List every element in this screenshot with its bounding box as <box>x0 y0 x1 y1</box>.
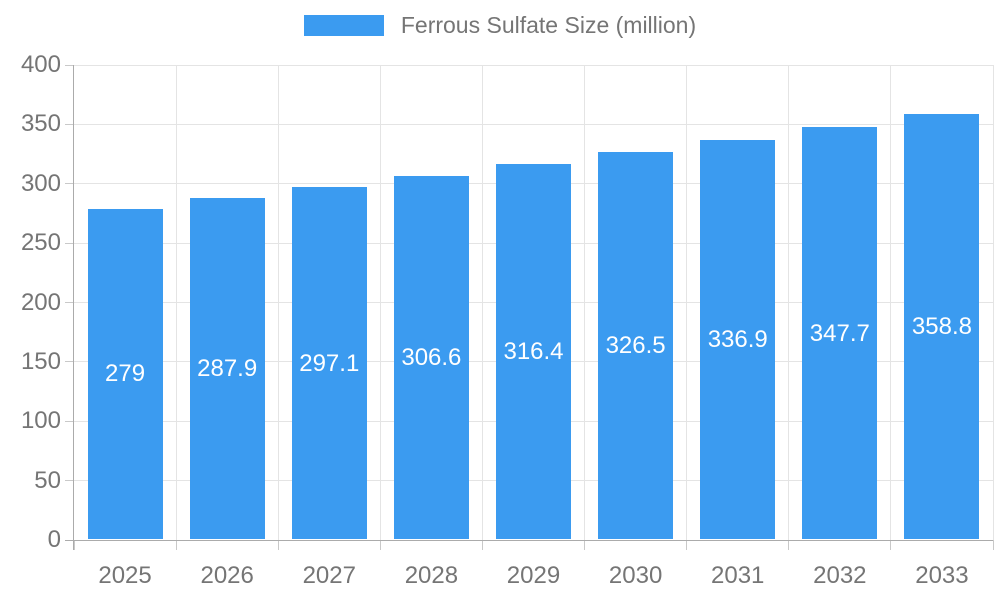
x-axis-tick <box>686 540 688 550</box>
y-axis-tick <box>65 64 74 66</box>
y-axis-line <box>73 65 74 550</box>
x-axis-tick-label: 2028 <box>404 562 459 589</box>
y-axis-tick-label: 0 <box>47 526 61 553</box>
bar-value-label: 297.1 <box>299 349 360 377</box>
bar[interactable] <box>87 208 163 539</box>
x-axis-tick-label: 2026 <box>200 562 254 589</box>
bar[interactable] <box>802 127 878 539</box>
y-axis-tick-label: 400 <box>20 51 61 78</box>
bar[interactable] <box>904 113 980 539</box>
x-gridline <box>686 65 688 540</box>
bar-value-label: 306.6 <box>401 343 462 371</box>
x-axis-tick <box>481 540 483 550</box>
y-axis-tick <box>65 480 74 482</box>
x-axis-tick-label: 2031 <box>711 562 765 589</box>
bar[interactable] <box>291 187 367 539</box>
bar[interactable] <box>393 175 469 539</box>
x-axis-line <box>65 539 993 541</box>
x-gridline <box>481 65 483 540</box>
bar-value-label: 279 <box>105 360 146 388</box>
y-axis-tick-label: 100 <box>20 407 61 435</box>
x-axis-tick-label: 2033 <box>915 562 969 589</box>
x-axis-tick <box>175 540 177 550</box>
y-axis-tick-label: 200 <box>20 288 61 316</box>
x-axis-tick <box>277 540 279 550</box>
x-axis-tick <box>788 540 790 550</box>
x-axis-tick <box>992 540 994 550</box>
y-axis-tick <box>65 302 74 303</box>
legend-label: Ferrous Sulfate Size (million) <box>400 12 697 38</box>
y-axis-tick-label: 150 <box>20 347 61 375</box>
y-gridline <box>74 64 993 66</box>
bar-value-label: 347.7 <box>809 319 870 347</box>
x-axis-tick <box>379 540 381 550</box>
x-axis-tick-label: 2025 <box>98 562 152 589</box>
y-axis-tick-label: 250 <box>20 229 61 257</box>
x-gridline <box>992 65 994 540</box>
x-gridline <box>277 65 279 540</box>
bar[interactable] <box>700 139 776 539</box>
y-axis-tick-label: 50 <box>34 466 61 494</box>
y-axis-tick-label: 300 <box>20 169 61 197</box>
x-axis-tick-label: 2027 <box>302 562 356 589</box>
bar-value-label: 336.9 <box>707 325 768 353</box>
legend-swatch-icon <box>303 15 384 36</box>
legend[interactable]: Ferrous Sulfate Size (million) <box>0 14 1000 37</box>
bar-value-label: 287.9 <box>197 355 258 383</box>
x-axis-tick-label: 2030 <box>608 562 663 589</box>
y-axis-tick <box>65 183 74 185</box>
x-gridline <box>584 65 586 540</box>
bar-value-label: 326.5 <box>605 332 666 360</box>
bar-value-label: 358.8 <box>911 312 972 340</box>
y-gridline <box>74 123 993 125</box>
x-gridline <box>175 65 177 540</box>
x-gridline <box>379 65 381 540</box>
x-axis-tick <box>890 540 892 550</box>
y-axis-tick <box>65 361 74 363</box>
x-axis-tick-label: 2029 <box>506 562 561 589</box>
x-axis-tick <box>584 540 586 550</box>
y-axis-tick <box>65 420 74 422</box>
x-axis-tick <box>73 540 75 550</box>
bar[interactable] <box>496 164 571 539</box>
x-gridline <box>890 65 892 540</box>
bar[interactable] <box>598 152 674 539</box>
y-axis-tick <box>65 123 74 125</box>
bar-value-label: 316.4 <box>503 338 564 366</box>
y-axis-tick-label: 350 <box>20 110 61 138</box>
x-axis-tick-label: 2032 <box>813 562 867 589</box>
x-gridline <box>788 65 790 540</box>
y-axis-tick <box>65 242 74 244</box>
bar[interactable] <box>189 198 265 539</box>
